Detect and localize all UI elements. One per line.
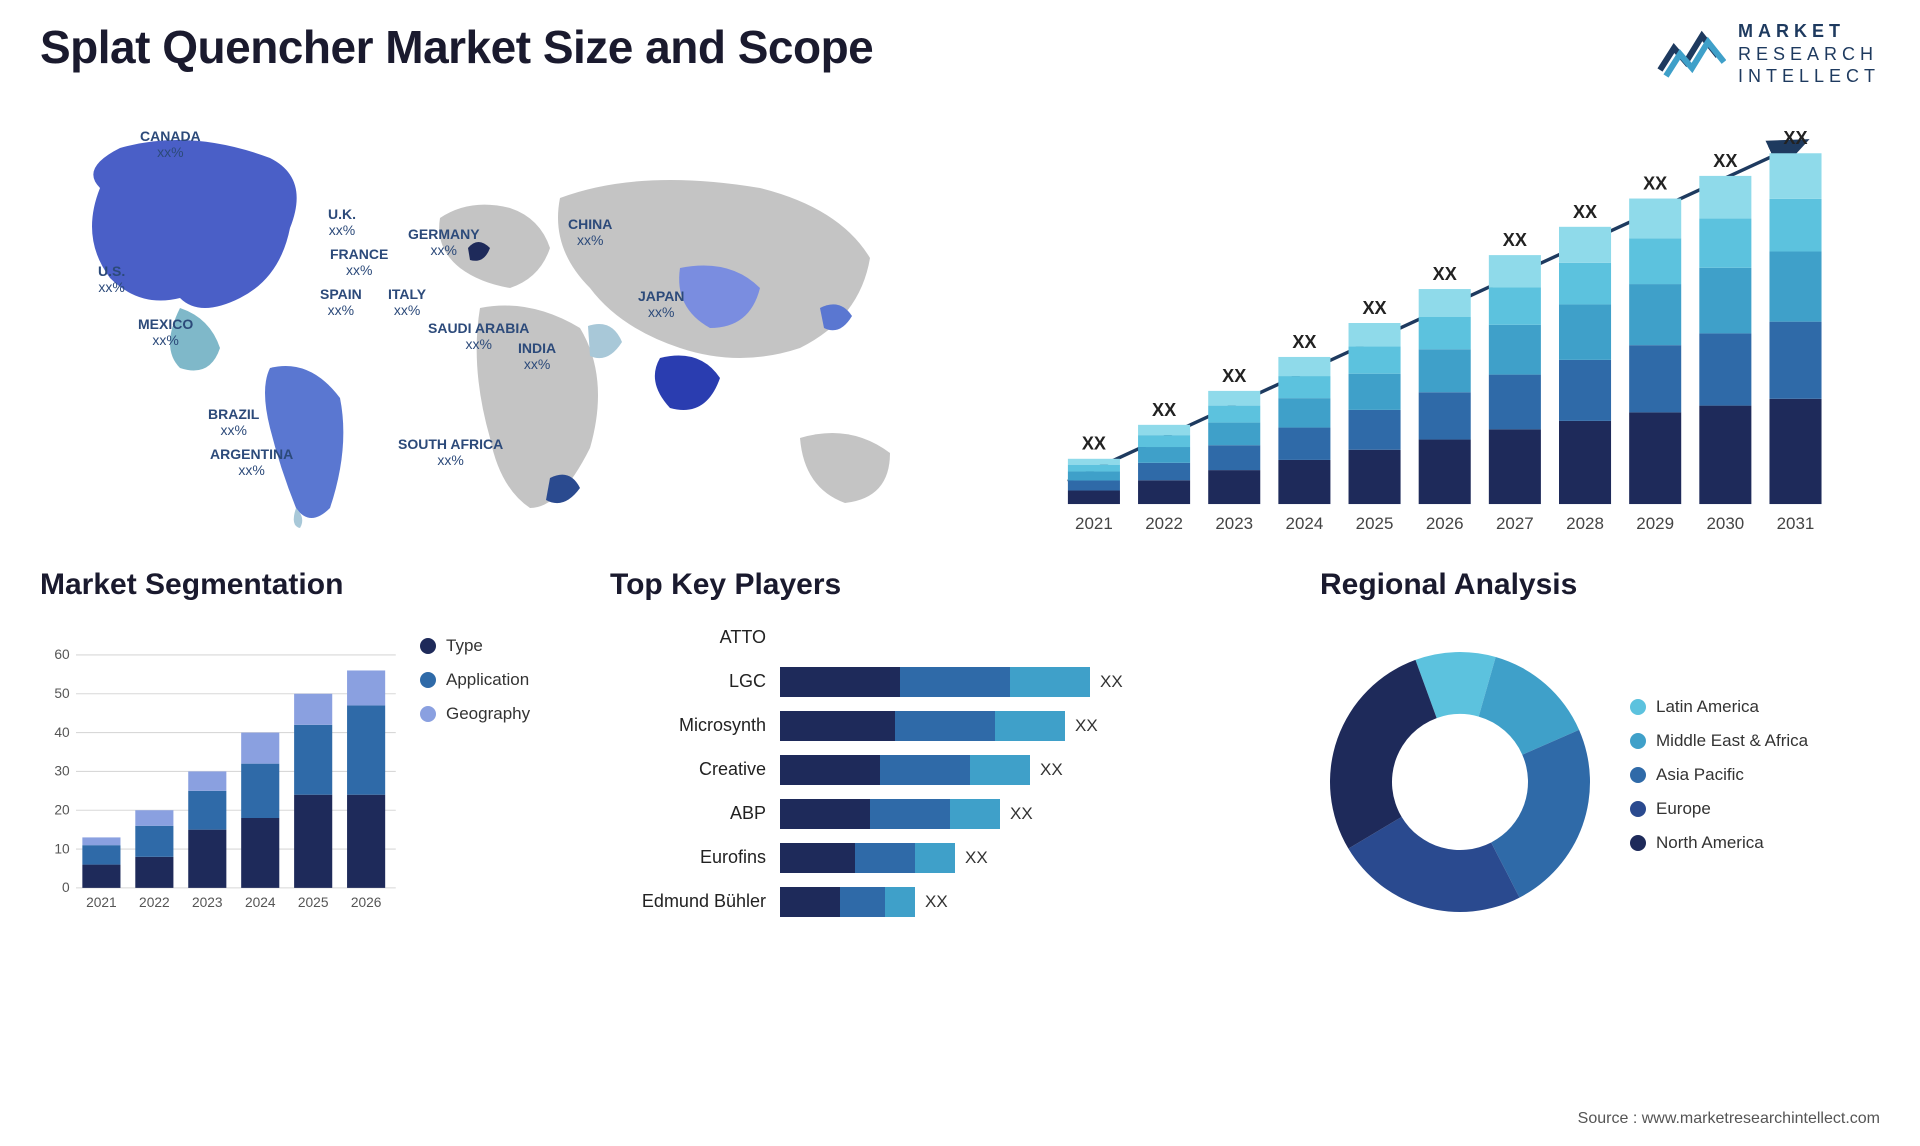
- regional-panel: Regional Analysis Latin America Middle Ea…: [1320, 568, 1880, 948]
- player-bar-row: XX: [780, 880, 1290, 924]
- map-label: SOUTH AFRICAxx%: [398, 436, 503, 470]
- growth-chart-panel: XX 2021 XX 2022 XX 2023 XX 2024 XX 2025 XX 2026 XX 20…: [980, 108, 1880, 538]
- player-name: Eurofins: [610, 836, 766, 880]
- svg-text:2029: 2029: [1636, 513, 1674, 532]
- map-label: ITALYxx%: [388, 286, 426, 320]
- svg-text:XX: XX: [1362, 297, 1386, 317]
- top-row: CANADAxx% U.S.xx% MEXICOxx% BRAZILxx% ARGENT…: [40, 108, 1880, 538]
- players-bars: XXXXXXXXXXXX: [780, 616, 1290, 948]
- regional-title: Regional Analysis: [1320, 568, 1880, 602]
- svg-text:2023: 2023: [1215, 513, 1253, 532]
- legend-item: Geography: [420, 704, 580, 724]
- legend-item: Latin America: [1630, 697, 1880, 717]
- brand-logo: MARKET RESEARCH INTELLECT: [1656, 20, 1880, 88]
- svg-text:10: 10: [54, 841, 70, 856]
- map-label: BRAZILxx%: [208, 406, 259, 440]
- page-title: Splat Quencher Market Size and Scope: [40, 20, 873, 74]
- map-label: MEXICOxx%: [138, 316, 193, 350]
- player-bar-row: XX: [780, 748, 1290, 792]
- map-label: GERMANYxx%: [408, 226, 480, 260]
- segmentation-chart: 0 10 20 30 40 50 60 2021 2022 2023 2024 2025 2026: [40, 616, 400, 948]
- svg-text:XX: XX: [1292, 331, 1316, 351]
- map-label: CHINAxx%: [568, 216, 612, 250]
- player-name: ATTO: [610, 616, 766, 660]
- svg-text:XX: XX: [1573, 201, 1597, 221]
- regional-legend: Latin America Middle East & Africa Asia Pa…: [1630, 697, 1880, 867]
- growth-bar-chart: XX 2021 XX 2022 XX 2023 XX 2024 XX 2025 XX 2026 XX 20…: [980, 108, 1880, 538]
- svg-text:2025: 2025: [298, 894, 329, 909]
- map-label: SPAINxx%: [320, 286, 362, 320]
- map-label: SAUDI ARABIAxx%: [428, 320, 529, 354]
- players-labels: ATTOLGCMicrosynthCreativeABPEurofinsEdmu…: [610, 616, 780, 948]
- svg-text:2022: 2022: [1145, 513, 1183, 532]
- svg-text:2028: 2028: [1566, 513, 1604, 532]
- svg-text:XX: XX: [1643, 173, 1667, 193]
- bottom-row: Market Segmentation 0 10 20 30 40 50 60 2021 202…: [40, 568, 1880, 948]
- svg-text:2021: 2021: [1075, 513, 1113, 532]
- svg-text:XX: XX: [1082, 433, 1106, 453]
- svg-text:2026: 2026: [351, 894, 382, 909]
- svg-text:2024: 2024: [245, 894, 276, 909]
- map-label: U.S.xx%: [98, 263, 125, 297]
- donut-wrap: [1320, 642, 1600, 922]
- svg-text:XX: XX: [1152, 399, 1176, 419]
- source-attribution: Source : www.marketresearchintellect.com: [1578, 1110, 1880, 1128]
- svg-text:XX: XX: [1503, 230, 1527, 250]
- legend-item: Europe: [1630, 799, 1880, 819]
- svg-text:2025: 2025: [1356, 513, 1394, 532]
- legend-item: Asia Pacific: [1630, 765, 1880, 785]
- map-label: INDIAxx%: [518, 340, 556, 374]
- player-bar-row: XX: [780, 660, 1290, 704]
- legend-item: Type: [420, 636, 580, 656]
- logo-text: MARKET RESEARCH INTELLECT: [1738, 20, 1880, 88]
- legend-item: Application: [420, 670, 580, 690]
- segmentation-panel: Market Segmentation 0 10 20 30 40 50 60 2021 202…: [40, 568, 580, 948]
- svg-text:2027: 2027: [1496, 513, 1534, 532]
- world-map-panel: CANADAxx% U.S.xx% MEXICOxx% BRAZILxx% ARGENT…: [40, 108, 920, 538]
- player-name: ABP: [610, 792, 766, 836]
- svg-text:2031: 2031: [1777, 513, 1815, 532]
- svg-text:60: 60: [54, 647, 70, 662]
- player-bar-row: XX: [780, 792, 1290, 836]
- map-label: CANADAxx%: [140, 128, 201, 162]
- players-title: Top Key Players: [610, 568, 1290, 602]
- regional-donut-chart: [1320, 642, 1600, 922]
- svg-text:30: 30: [54, 763, 70, 778]
- player-bar-row: XX: [780, 704, 1290, 748]
- legend-item: North America: [1630, 833, 1880, 853]
- svg-text:50: 50: [54, 686, 70, 701]
- player-name: Microsynth: [610, 704, 766, 748]
- map-label: JAPANxx%: [638, 288, 684, 322]
- svg-text:2030: 2030: [1706, 513, 1744, 532]
- logo-icon: [1656, 26, 1726, 82]
- map-label: ARGENTINAxx%: [210, 446, 293, 480]
- header: Splat Quencher Market Size and Scope MAR…: [40, 20, 1880, 88]
- svg-text:2024: 2024: [1286, 513, 1324, 532]
- svg-text:2021: 2021: [86, 894, 117, 909]
- players-panel: Top Key Players ATTOLGCMicrosynthCreativ…: [610, 568, 1290, 948]
- player-name: Creative: [610, 748, 766, 792]
- player-name: LGC: [610, 660, 766, 704]
- legend-item: Middle East & Africa: [1630, 731, 1880, 751]
- svg-text:2022: 2022: [139, 894, 170, 909]
- map-label: FRANCExx%: [330, 246, 388, 280]
- svg-text:2023: 2023: [192, 894, 223, 909]
- player-bar-row: XX: [780, 836, 1290, 880]
- svg-text:20: 20: [54, 802, 70, 817]
- svg-text:XX: XX: [1713, 150, 1737, 170]
- map-label: U.K.xx%: [328, 206, 356, 240]
- segmentation-legend: Type Application Geography: [420, 616, 580, 948]
- svg-text:40: 40: [54, 724, 70, 739]
- svg-text:0: 0: [62, 880, 70, 895]
- svg-text:2026: 2026: [1426, 513, 1464, 532]
- segmentation-title: Market Segmentation: [40, 568, 580, 602]
- svg-text:XX: XX: [1783, 128, 1807, 148]
- svg-text:XX: XX: [1222, 365, 1246, 385]
- player-name: Edmund Bühler: [610, 880, 766, 924]
- svg-text:XX: XX: [1433, 264, 1457, 284]
